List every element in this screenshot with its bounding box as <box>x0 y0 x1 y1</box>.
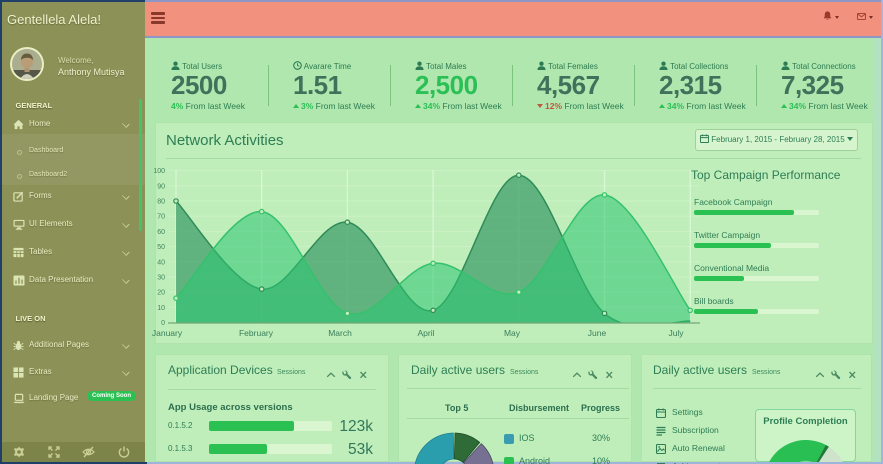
svg-text:June: June <box>588 328 607 338</box>
svg-text:March: March <box>328 328 352 338</box>
svg-text:40: 40 <box>157 259 165 266</box>
svg-text:90: 90 <box>157 183 165 190</box>
svg-text:0: 0 <box>161 320 165 327</box>
svg-text:80: 80 <box>157 199 165 206</box>
svg-text:April: April <box>417 328 434 338</box>
svg-text:30: 30 <box>157 275 165 282</box>
svg-text:May: May <box>504 328 521 338</box>
svg-text:50: 50 <box>157 244 165 251</box>
svg-text:February: February <box>239 328 274 338</box>
svg-text:70: 70 <box>157 214 165 221</box>
svg-text:20: 20 <box>157 290 165 297</box>
svg-text:January: January <box>152 328 183 338</box>
svg-text:100: 100 <box>153 168 165 175</box>
svg-text:10: 10 <box>157 305 165 312</box>
svg-text:July: July <box>668 328 684 338</box>
svg-text:60: 60 <box>157 229 165 236</box>
